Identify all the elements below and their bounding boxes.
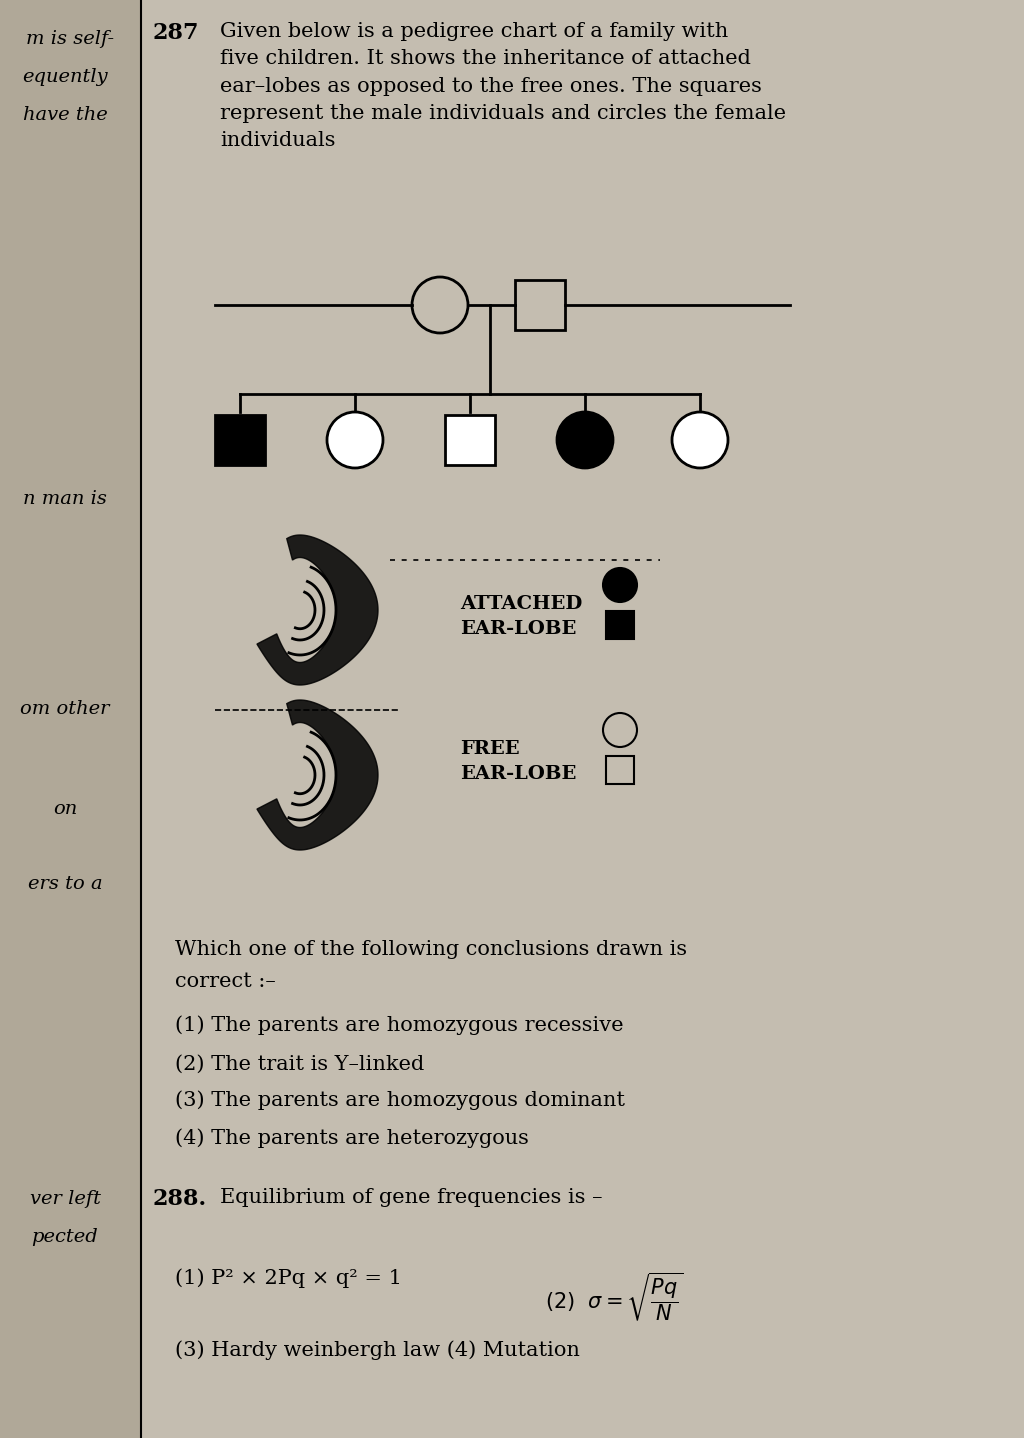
Text: n man is: n man is <box>24 490 106 508</box>
Text: (1) P² × 2Pq × q² = 1: (1) P² × 2Pq × q² = 1 <box>175 1268 402 1287</box>
Text: ATTACHED
EAR-LOBE: ATTACHED EAR-LOBE <box>460 595 583 638</box>
Text: Equilibrium of gene frequencies is –: Equilibrium of gene frequencies is – <box>220 1188 602 1206</box>
Bar <box>606 756 634 784</box>
Text: m is self-: m is self- <box>26 30 114 47</box>
Text: 287: 287 <box>152 22 199 45</box>
Circle shape <box>557 413 613 467</box>
Text: ers to a: ers to a <box>28 874 102 893</box>
Text: (2) The trait is Y–linked: (2) The trait is Y–linked <box>175 1055 424 1074</box>
Circle shape <box>603 568 637 603</box>
Bar <box>444 414 496 466</box>
Text: 288.: 288. <box>152 1188 206 1209</box>
Text: om other: om other <box>20 700 110 718</box>
Text: Which one of the following conclusions drawn is: Which one of the following conclusions d… <box>175 940 687 959</box>
Text: (3) The parents are homozygous dominant: (3) The parents are homozygous dominant <box>175 1090 625 1110</box>
Text: (1) The parents are homozygous recessive: (1) The parents are homozygous recessive <box>175 1015 624 1035</box>
Circle shape <box>672 413 728 467</box>
Circle shape <box>327 413 383 467</box>
Text: pected: pected <box>32 1228 98 1245</box>
Text: equently: equently <box>23 68 108 86</box>
Text: on: on <box>53 800 77 818</box>
Text: FREE
EAR-LOBE: FREE EAR-LOBE <box>460 741 577 784</box>
Bar <box>215 414 265 466</box>
Bar <box>606 611 634 638</box>
Text: (2)  $\sigma = \sqrt{\dfrac{Pq}{N}}$: (2) $\sigma = \sqrt{\dfrac{Pq}{N}}$ <box>545 1270 684 1323</box>
Text: (4) The parents are heterozygous: (4) The parents are heterozygous <box>175 1127 528 1148</box>
Text: (3) Hardy weinbergh law (4) Mutation: (3) Hardy weinbergh law (4) Mutation <box>175 1340 580 1360</box>
Text: Given below is a pedigree chart of a family with
five children. It shows the inh: Given below is a pedigree chart of a fam… <box>220 22 786 150</box>
Bar <box>0 0 141 1438</box>
Text: ver left: ver left <box>30 1191 100 1208</box>
Bar <box>515 280 565 331</box>
Polygon shape <box>257 535 378 684</box>
Text: have the: have the <box>23 106 108 124</box>
Text: correct :–: correct :– <box>175 972 275 991</box>
Polygon shape <box>257 700 378 850</box>
